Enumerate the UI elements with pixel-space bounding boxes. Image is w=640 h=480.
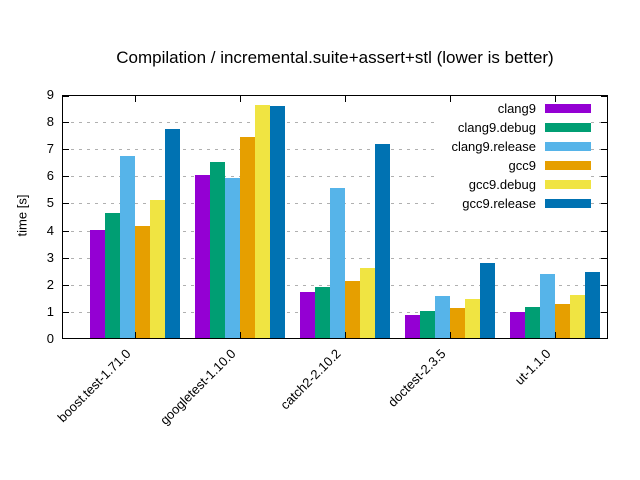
y-tick-label: 1 xyxy=(46,303,54,319)
y-tick xyxy=(63,203,69,205)
bar-gcc9.debug-doctest-2.3.5 xyxy=(465,298,480,338)
bar-gcc9.release-boost.test-1.71.0 xyxy=(165,129,180,338)
y-tick xyxy=(601,96,607,97)
legend-label: gcc9.debug xyxy=(468,177,536,192)
bar-gcc9.release-googletest-1.10.0 xyxy=(270,106,285,338)
y-tick-label: 6 xyxy=(46,168,54,184)
y-tick xyxy=(63,122,69,124)
y-tick xyxy=(601,149,607,151)
y-tick xyxy=(63,96,69,97)
y-tick-label: 2 xyxy=(46,276,54,292)
legend-label: gcc9 xyxy=(508,158,536,173)
bar-gcc9-googletest-1.10.0 xyxy=(240,137,255,338)
bar-gcc9.release-doctest-2.3.5 xyxy=(480,263,495,338)
bar-gcc9.release-ut-1.1.0 xyxy=(585,271,600,338)
y-tick xyxy=(63,284,69,286)
x-tick xyxy=(555,332,556,338)
legend-row: gcc9.debug xyxy=(451,175,591,194)
bar-gcc9.debug-catch2-2.10.2 xyxy=(360,267,375,338)
x-tick xyxy=(345,332,346,338)
legend: clang9 clang9.debug clang9.release gcc9 gcc9… xyxy=(437,97,591,217)
bar-gcc9-doctest-2.3.5 xyxy=(450,308,465,338)
x-category-label: catch2-2.10.2 xyxy=(277,346,344,413)
bar-clang9-googletest-1.10.0 xyxy=(195,175,210,338)
plot-area: clang9 clang9.debug clang9.release gcc9 gcc9… xyxy=(62,95,608,339)
y-tick xyxy=(601,230,607,232)
gridline xyxy=(63,176,607,178)
legend-label: clang9.release xyxy=(451,139,536,154)
bar-clang9.release-doctest-2.3.5 xyxy=(435,295,450,338)
bar-gcc9-boost.test-1.71.0 xyxy=(135,225,150,338)
y-tick-label: 9 xyxy=(46,87,54,102)
y-tick xyxy=(601,338,607,339)
legend-row: gcc9.release xyxy=(451,194,591,213)
y-tick xyxy=(601,257,607,259)
bar-clang9.release-googletest-1.10.0 xyxy=(225,178,240,338)
legend-label: gcc9.release xyxy=(462,196,536,211)
bar-clang9-doctest-2.3.5 xyxy=(405,314,420,338)
x-tick xyxy=(240,96,241,102)
y-tick xyxy=(63,311,69,313)
legend-swatch xyxy=(545,180,591,189)
legend-label: clang9.debug xyxy=(457,120,536,135)
bar-clang9.release-catch2-2.10.2 xyxy=(330,187,345,338)
bar-gcc9-ut-1.1.0 xyxy=(555,304,570,338)
legend-swatch xyxy=(545,123,591,132)
legend-swatch xyxy=(545,104,591,113)
y-tick-label: 3 xyxy=(46,249,54,265)
gridline xyxy=(63,122,607,124)
chart-title: Compilation / incremental.suite+assert+s… xyxy=(116,48,554,67)
gridline xyxy=(63,149,607,151)
x-tick xyxy=(450,96,451,102)
legend-label: clang9 xyxy=(497,101,536,116)
legend-swatch xyxy=(545,161,591,170)
y-tick xyxy=(63,176,69,178)
y-tick xyxy=(63,338,69,339)
bar-gcc9.debug-googletest-1.10.0 xyxy=(255,104,270,338)
y-tick xyxy=(601,122,607,124)
bar-clang9.release-boost.test-1.71.0 xyxy=(120,156,135,338)
legend-row: clang9.debug xyxy=(451,118,591,137)
x-tick xyxy=(450,332,451,338)
bar-clang9.release-ut-1.1.0 xyxy=(540,274,555,338)
y-tick xyxy=(63,230,69,232)
legend-row: clang9.release xyxy=(451,137,591,156)
y-tick xyxy=(601,284,607,286)
bar-clang9.debug-catch2-2.10.2 xyxy=(315,286,330,338)
y-tick-label: 8 xyxy=(46,114,54,130)
y-tick xyxy=(601,311,607,313)
y-tick xyxy=(601,176,607,178)
bar-gcc9-catch2-2.10.2 xyxy=(345,281,360,338)
legend-swatch xyxy=(545,142,591,151)
bar-clang9.debug-doctest-2.3.5 xyxy=(420,310,435,338)
x-tick xyxy=(135,96,136,102)
bar-clang9-catch2-2.10.2 xyxy=(300,291,315,338)
bar-clang9.debug-boost.test-1.71.0 xyxy=(105,213,120,338)
y-tick xyxy=(601,203,607,205)
bar-gcc9.release-catch2-2.10.2 xyxy=(375,144,390,338)
y-tick-label: 4 xyxy=(46,222,54,238)
x-tick xyxy=(135,332,136,338)
x-tick xyxy=(240,332,241,338)
x-tick xyxy=(555,96,556,102)
legend-swatch xyxy=(545,199,591,208)
y-tick xyxy=(63,149,69,151)
bar-clang9.debug-ut-1.1.0 xyxy=(525,306,540,338)
y-tick-label: 0 xyxy=(46,331,54,346)
bar-clang9-ut-1.1.0 xyxy=(510,312,525,338)
legend-row: clang9 xyxy=(451,99,591,118)
legend-row: gcc9 xyxy=(451,156,591,175)
x-category-label: ut-1.1.0 xyxy=(511,346,554,388)
x-tick xyxy=(345,96,346,102)
y-tick xyxy=(63,257,69,259)
y-tick-label: 5 xyxy=(46,195,54,211)
x-category-label: googletest-1.10.0 xyxy=(156,346,239,428)
bar-clang9-boost.test-1.71.0 xyxy=(90,229,105,338)
bar-gcc9.debug-ut-1.1.0 xyxy=(570,294,585,338)
bar-clang9.debug-googletest-1.10.0 xyxy=(210,161,225,338)
y-tick-label: 7 xyxy=(46,141,54,157)
x-category-label: doctest-2.3.5 xyxy=(384,346,449,410)
bar-gcc9.debug-boost.test-1.71.0 xyxy=(150,199,165,338)
